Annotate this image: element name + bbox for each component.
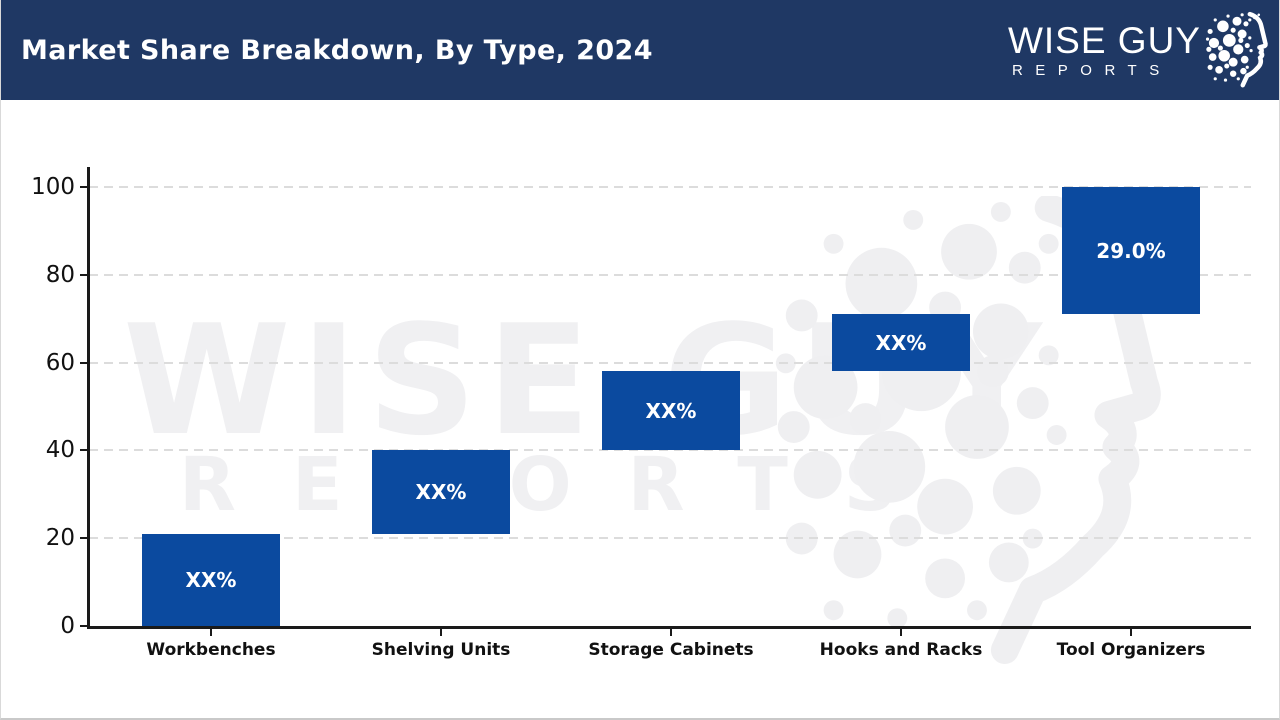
gridline-40 — [89, 449, 1251, 452]
y-tick-mark — [80, 361, 89, 364]
y-tick-label: 20 — [45, 525, 75, 552]
y-tick-mark — [80, 625, 89, 627]
plot-area: WISE GUY REPORTS 0 20 40 60 80 100 Workbenches… — [1, 100, 1280, 720]
wiseguy-logo: WISE GUY REPORTS — [1008, 9, 1269, 91]
x-tick-mark — [1130, 628, 1132, 636]
logo-wiseguy-text: WISE GUY — [1007, 20, 1201, 61]
header-bar: Market Share Breakdown, By Type, 2024 WI… — [1, 0, 1279, 100]
y-tick-mark — [80, 186, 89, 188]
gridline-20 — [89, 537, 1251, 540]
bar-workbenches: XX% — [142, 533, 280, 626]
bar-tool-organizers: 29.0% — [1062, 187, 1200, 315]
y-tick-label: 0 — [60, 613, 75, 639]
x-category-label: Tool Organizers — [1056, 640, 1206, 660]
bars-layer: XX% XX% XX% XX% 29.0% — [1, 100, 1280, 720]
y-tick-mark — [80, 273, 89, 276]
x-tick-mark — [440, 628, 442, 636]
x-category-label: Workbenches — [146, 640, 276, 660]
x-tick-mark — [210, 628, 212, 636]
y-tick-label: 40 — [45, 437, 75, 464]
y-axis-line — [87, 167, 90, 628]
x-category-label: Shelving Units — [371, 640, 511, 660]
wiseguy-face-icon — [1205, 11, 1268, 88]
watermark-reports: REPORTS — [179, 442, 954, 528]
bar-value-label: XX% — [645, 398, 697, 423]
x-category-label: Storage Cabinets — [588, 640, 754, 660]
bar-value-label: XX% — [185, 567, 237, 592]
bar-hooks-and-racks: XX% — [832, 314, 970, 372]
bar-value-label: XX% — [875, 330, 927, 355]
y-tick-label: 60 — [45, 349, 75, 376]
bar-value-label: XX% — [415, 480, 467, 505]
bar-value-label: 29.0% — [1096, 238, 1166, 263]
gridline-80 — [89, 273, 1251, 276]
logo-text: WISE GUY REPORTS — [1008, 22, 1201, 78]
gridline-100 — [89, 186, 1251, 188]
y-tick-mark — [80, 449, 89, 452]
x-axis-line — [87, 626, 1251, 629]
x-tick-mark — [670, 628, 672, 636]
x-tick-mark — [900, 628, 902, 636]
chart-title: Market Share Breakdown, By Type, 2024 — [21, 34, 653, 66]
x-category-label: Hooks and Racks — [819, 640, 983, 660]
y-tick-label: 80 — [45, 261, 75, 288]
gridlines-layer — [1, 100, 1280, 720]
y-tick-mark — [80, 537, 89, 540]
logo-reports-text: REPORTS — [1011, 62, 1172, 79]
axes-layer: 0 20 40 60 80 100 Workbenches Shelving Units Sto… — [1, 100, 1280, 720]
bar-shelving-units: XX% — [372, 450, 510, 534]
bar-storage-cabinets: XX% — [602, 371, 740, 451]
y-tick-label: 100 — [31, 174, 75, 200]
gridline-60 — [89, 361, 1251, 364]
